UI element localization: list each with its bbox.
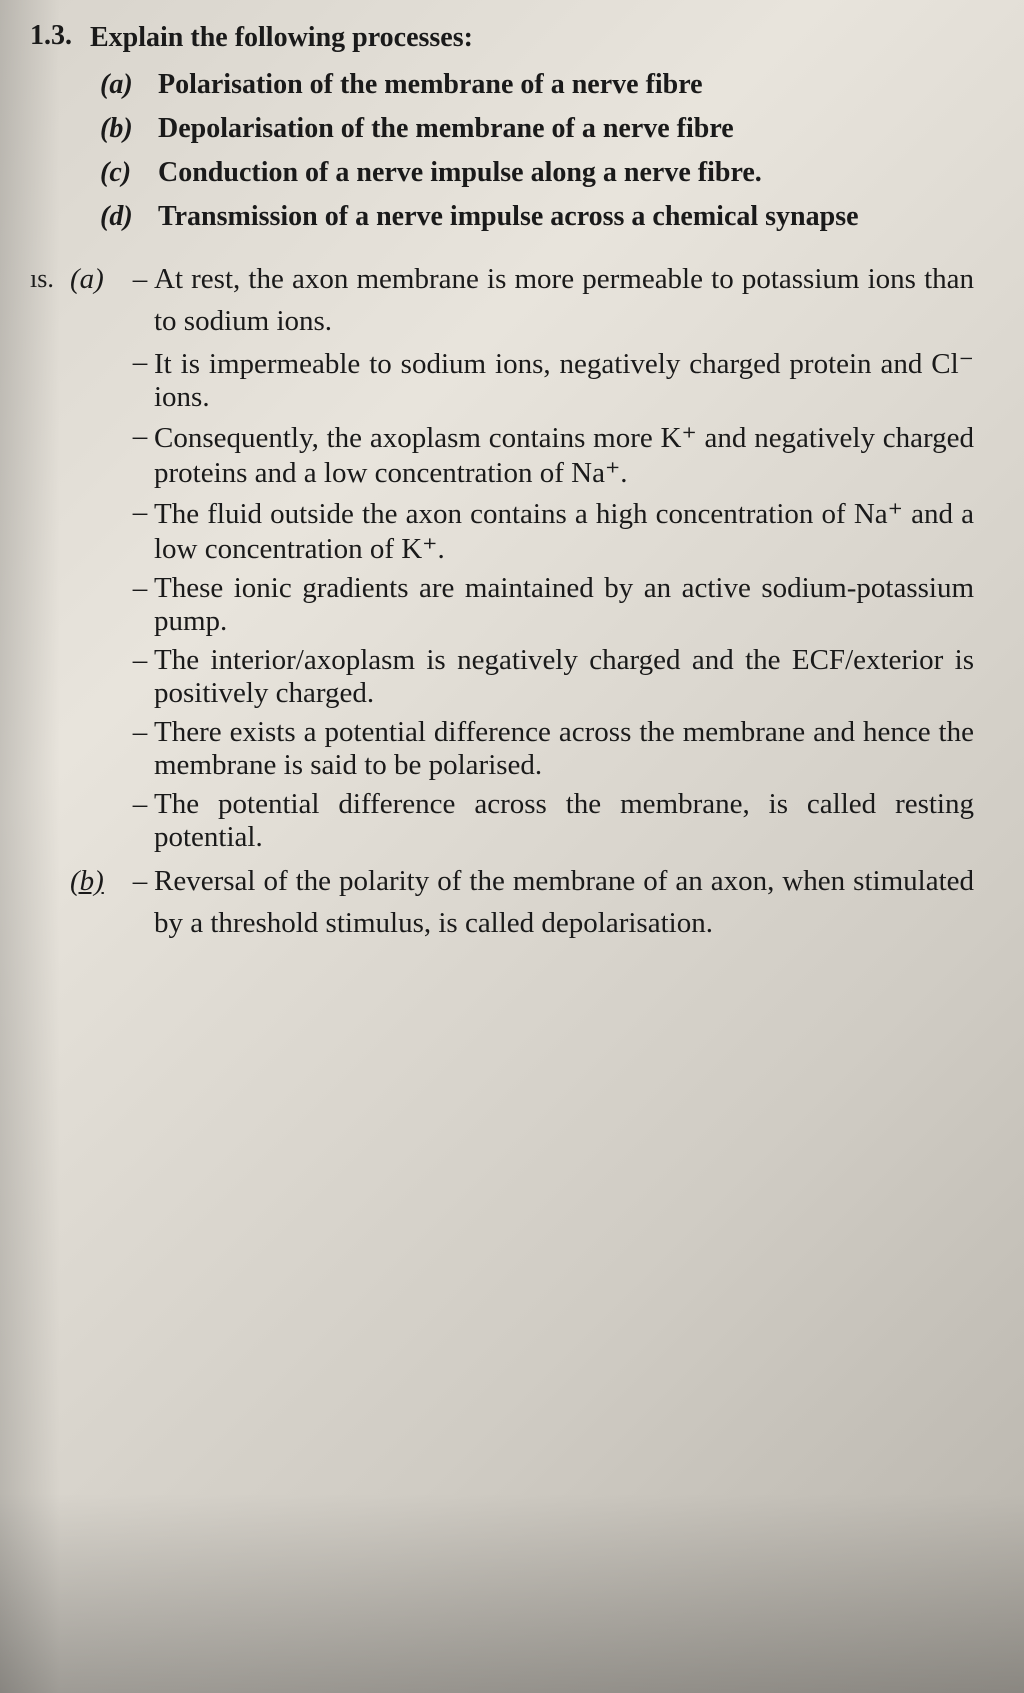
sub-label: (b) [100, 110, 150, 148]
sub-label: (a) [100, 66, 150, 104]
answer-bullet: – Consequently, the axoplasm contains mo… [126, 420, 984, 490]
answer-bullet: – These ionic gradients are maintained b… [126, 572, 984, 638]
sub-text: Transmission of a nerve impulse across a… [158, 198, 859, 236]
answer-text: The potential difference across the memb… [154, 788, 984, 854]
sub-text: Depolarisation of the membrane of a nerv… [158, 110, 734, 148]
sub-question-c: (c) Conduction of a nerve impulse along … [100, 154, 984, 192]
answer-text: Consequently, the axoplasm contains more… [154, 420, 984, 490]
answer-text: At rest, the axon membrane is more perme… [154, 258, 984, 342]
dash-icon: – [126, 346, 154, 379]
question-header: 1.3. Explain the following processes: [30, 20, 984, 56]
sub-label: (d) [100, 198, 150, 236]
question-number: 1.3. [30, 20, 78, 52]
answer-a-label: (a) [70, 258, 126, 300]
answer-b-row: (b) – Reversal of the polarity of the me… [30, 860, 984, 944]
answer-text: The fluid outside the axon contains a hi… [154, 496, 984, 566]
answer-block: ıs. (a) – At rest, the axon membrane is … [30, 258, 984, 944]
sub-text: Polarisation of the membrane of a nerve … [158, 66, 703, 104]
answer-text: These ionic gradients are maintained by … [154, 572, 984, 638]
dash-icon: – [126, 716, 154, 749]
dash-icon: – [126, 420, 154, 453]
question-title: Explain the following processes: [90, 20, 473, 56]
answer-marker-empty [30, 860, 70, 862]
dash-icon: – [126, 860, 154, 902]
sub-question-d: (d) Transmission of a nerve impulse acro… [100, 198, 984, 236]
answer-bullet: – The interior/axoplasm is negatively ch… [126, 644, 984, 710]
dash-icon: – [126, 496, 154, 529]
answer-bullet: – It is impermeable to sodium ions, nega… [126, 346, 984, 414]
answer-text: Reversal of the polarity of the membrane… [154, 860, 984, 944]
answer-text: The interior/axoplasm is negatively char… [154, 644, 984, 710]
sub-text: Conduction of a nerve impulse along a ne… [158, 154, 762, 192]
dash-icon: – [126, 572, 154, 605]
answer-bullet: – The potential difference across the me… [126, 788, 984, 854]
dash-icon: – [126, 788, 154, 821]
sub-question-b: (b) Depolarisation of the membrane of a … [100, 110, 984, 148]
sub-question-a: (a) Polarisation of the membrane of a ne… [100, 66, 984, 104]
answer-marker: ıs. [30, 258, 70, 298]
dash-icon: – [126, 644, 154, 677]
answer-bullet: – There exists a potential difference ac… [126, 716, 984, 782]
answer-a-continued: – It is impermeable to sodium ions, nega… [126, 346, 984, 854]
answer-text: There exists a potential difference acro… [154, 716, 984, 782]
sub-label: (c) [100, 154, 150, 192]
dash-icon: – [126, 258, 154, 300]
answer-b-label: (b) [70, 860, 126, 902]
sub-question-list: (a) Polarisation of the membrane of a ne… [100, 66, 984, 235]
answer-a-first-row: ıs. (a) – At rest, the axon membrane is … [30, 258, 984, 342]
answer-text: It is impermeable to sodium ions, negati… [154, 346, 984, 414]
answer-bullet: – The fluid outside the axon contains a … [126, 496, 984, 566]
